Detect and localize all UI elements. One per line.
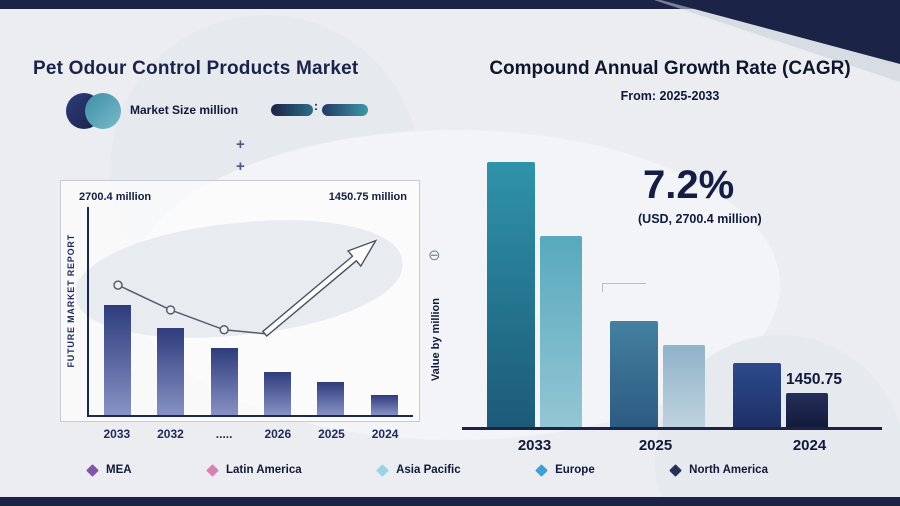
y-axis [87,207,89,417]
cagr-bar-2033-secondary [540,236,582,427]
legend-diamond-icon [206,463,219,477]
plus-decoration: + [236,158,245,175]
cagr-title: Compound Annual Growth Rate (CAGR) [489,58,851,79]
cagr-bar-2025 [610,321,658,427]
cagr-subtitle: From: 2025-2033 [620,89,720,103]
base-value-label: 1450.75 million [328,191,407,203]
market-title: Pet Odour Control Products Market [33,58,359,79]
cagr-baseline-axis [462,427,882,430]
cagr-group-2033 [487,162,582,427]
cagr-header: Compound Annual Growth Rate (CAGR) From:… [450,58,890,103]
cagr-value: 7.2% [643,163,735,207]
legend-diamond-icon [86,463,99,477]
circle-minus-icon: ⊖ [428,247,441,264]
cagr-bar-2025-secondary [663,345,705,427]
legend-label: Asia Pacific [396,464,461,476]
legend-item-north-america: North America [669,463,768,477]
market-bar-2026 [264,372,292,415]
cagr-xlabel-2033: 2033 [517,437,552,454]
value-callout: 1450.75 [786,371,843,388]
cagr-note: (USD, 2700.4 million) [638,212,762,226]
bottom-border-band [0,497,900,506]
market-bars [91,215,411,415]
cagr-bar-2033 [487,162,535,427]
cagr-xlabel-2025: 2025 [638,437,673,454]
step-decoration [602,283,646,292]
legend-item-asia-pacific: Asia Pacific [376,463,461,477]
market-xlabel: 2025 [318,427,345,441]
legend-label: Europe [555,464,595,476]
market-size-chart: 2700.4 million 1450.75 million FUTURE MA… [60,180,420,422]
market-bar-2032 [157,328,185,415]
legend-diamond-icon [535,463,548,477]
cagr-bar-2024 [733,363,781,427]
market-size-icon [66,93,122,129]
peak-value-label: 2700.4 million [79,191,152,203]
scale-pill-start [271,104,313,116]
legend-label: North America [689,464,768,476]
legend-label: MEA [106,464,132,476]
legend-item-europe: Europe [535,463,595,477]
cagr-xlabel-2024: 2024 [792,437,827,454]
legend-item-latin-america: Latin America [206,463,302,477]
market-xlabel: 2032 [157,427,184,441]
legend-item-mea: MEA [86,463,132,477]
market-xlabel: 2026 [264,427,292,441]
market-bar-2024 [370,395,398,415]
market-bar-2033 [104,305,132,415]
trend-arrow [113,239,378,337]
coin-front-icon [85,93,121,129]
plus-decoration: + [236,136,245,153]
market-xlabel: ..... [215,427,233,441]
market-xlabel: 2033 [103,427,131,441]
cagr-bar-2024-secondary [786,393,828,427]
scale-pill-end [322,104,368,116]
value-axis-label-text: Value by million [430,298,442,382]
legend-diamond-icon [376,463,389,477]
top-border-band [0,0,900,9]
market-xlabels: 2033 2032..... 2026 2025 2024 [90,427,412,441]
market-xlabel: 2024 [371,427,399,441]
cagr-group-2025 [610,321,705,427]
x-axis [87,415,413,417]
legend-diamond-icon [669,463,683,477]
market-size-label: Market Size million [130,103,239,117]
value-axis-label: Value by million [430,298,442,386]
scale-separator: : [314,99,318,113]
market-bar-2025 [317,382,345,415]
market-bar-..... [210,348,238,415]
region-legend: MEA Latin America Asia Pacific Europe North … [86,463,768,477]
legend-label: Latin America [226,464,302,476]
cagr-group-2024 [733,363,828,427]
